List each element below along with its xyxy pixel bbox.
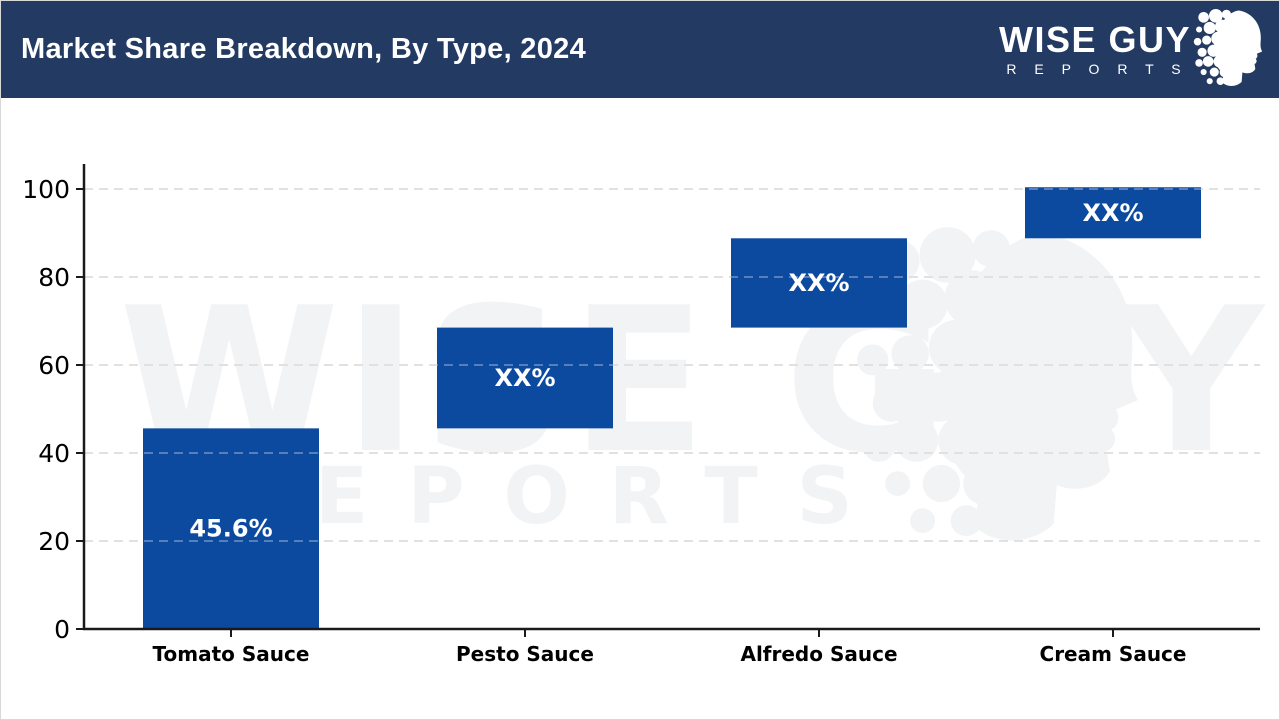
- watermark-subtitle: REPORTS: [216, 452, 892, 542]
- head-profile-icon: [1193, 8, 1263, 86]
- title-bar: Market Share Breakdown, By Type, 2024 WI…: [1, 1, 1279, 98]
- bar-value-label: XX%: [1082, 199, 1143, 227]
- bar-value-label: XX%: [494, 364, 555, 392]
- bar-value-label: 45.6%: [189, 515, 272, 543]
- y-tick-label: 100: [22, 175, 70, 204]
- y-tick-label: 80: [38, 263, 70, 292]
- y-tick-label: 40: [38, 439, 70, 468]
- x-tick-label: Tomato Sauce: [153, 642, 310, 666]
- bar-tomato-sauce: [143, 428, 319, 629]
- y-tick-label: 20: [38, 527, 70, 556]
- logo-wordmark: WISE GUY: [998, 19, 1191, 60]
- wise-guy-logo: WISE GUY R E P O R T S: [999, 8, 1269, 92]
- bar-alfredo-sauce: [731, 238, 907, 328]
- logo-text: WISE GUY R E P O R T S: [998, 19, 1191, 78]
- y-tick-label: 60: [38, 351, 70, 380]
- waterfall-chart: WISE GUYREPORTS45.6%XX%XX%XX%02040608010…: [22, 164, 1264, 666]
- chart-area: WISE GUY REPORTS 45.6% XX% XX% XX% 0 20 40 60 80 10…: [1, 98, 1279, 719]
- logo-subtitle: R E P O R T S: [1006, 61, 1188, 77]
- x-tick-label: Pesto Sauce: [456, 642, 594, 666]
- bar-cream-sauce: [1025, 187, 1201, 239]
- x-tick-label: Cream Sauce: [1040, 642, 1187, 666]
- page-title: Market Share Breakdown, By Type, 2024: [21, 33, 587, 65]
- bar-pesto-sauce: [437, 327, 613, 429]
- x-tick-label: Alfredo Sauce: [740, 642, 897, 666]
- y-tick-label: 0: [54, 615, 70, 644]
- bar-value-label: XX%: [788, 269, 849, 297]
